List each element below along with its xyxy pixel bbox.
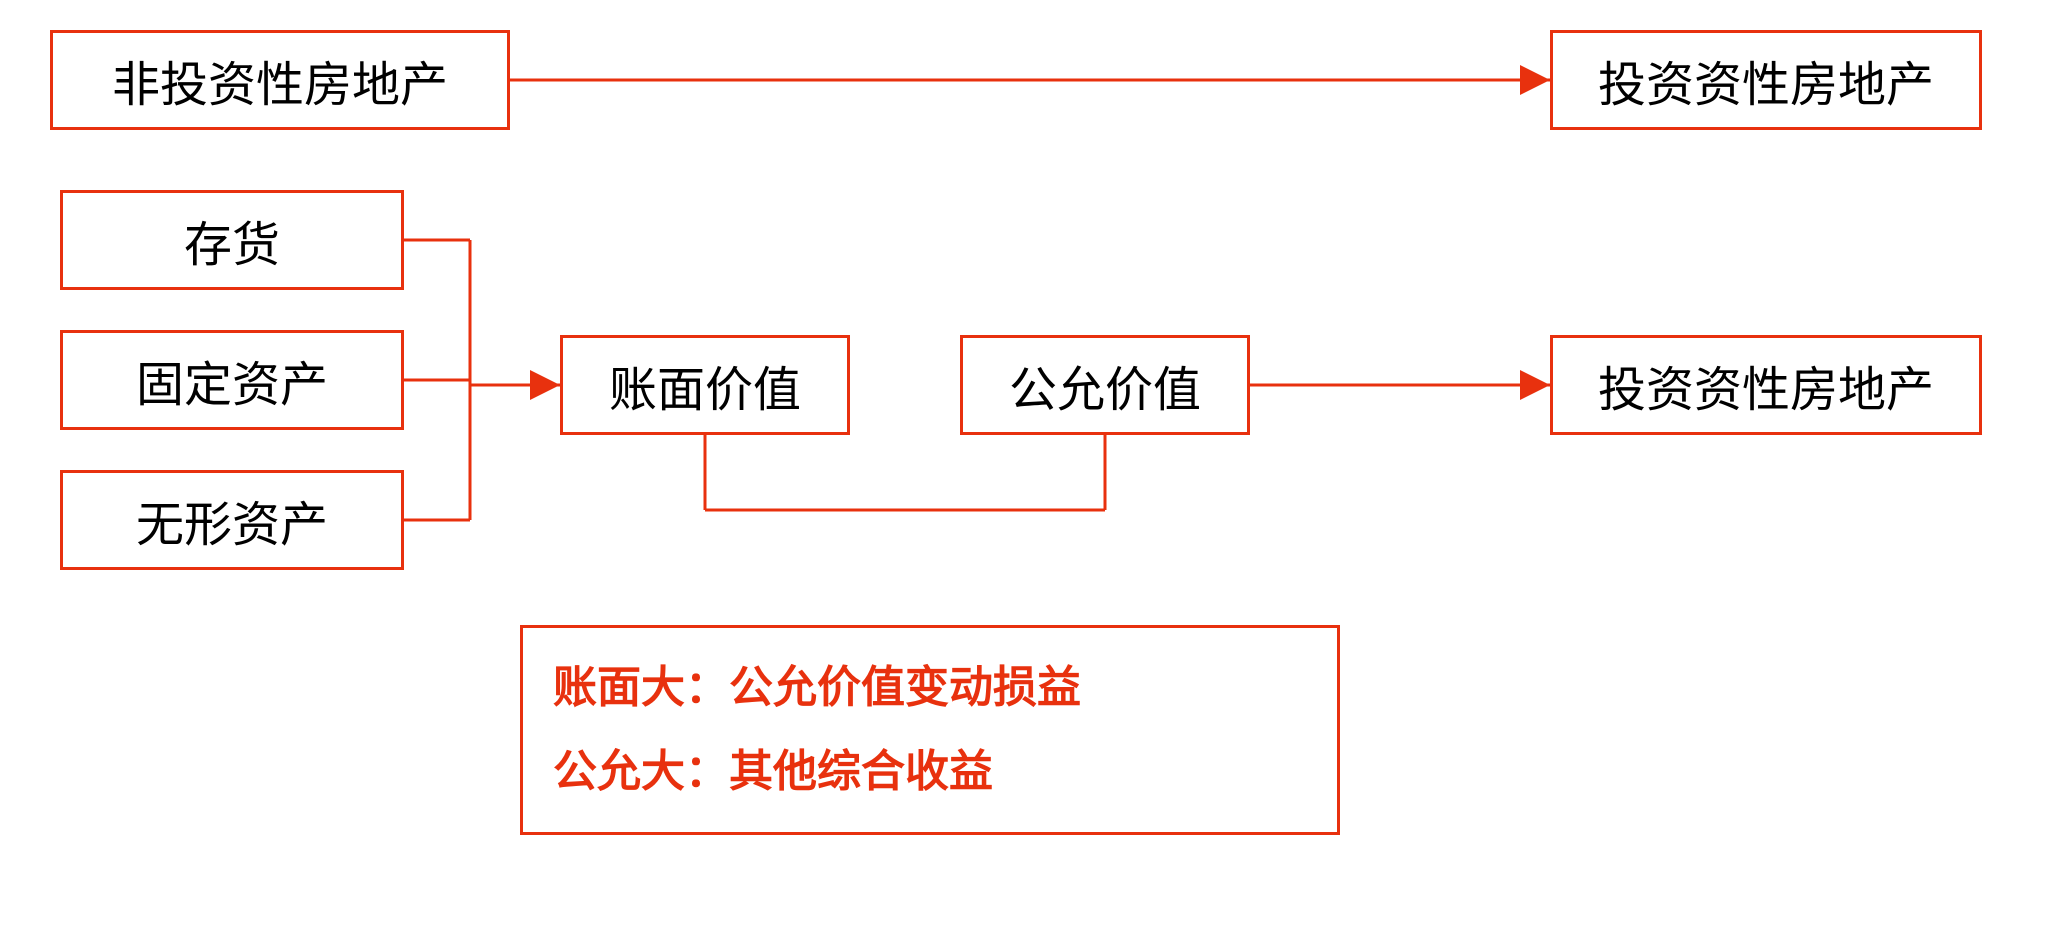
node-label: 无形资产	[136, 485, 328, 555]
node-book-value: 账面价值	[560, 335, 850, 435]
node-label: 存货	[184, 205, 280, 275]
note-line-1: 账面大：公允价值变动损益	[553, 646, 1081, 730]
node-label: 账面价值	[609, 350, 801, 420]
node-label: 非投资性房地产	[112, 45, 448, 115]
node-label: 投资资性房地产	[1598, 350, 1934, 420]
node-label: 投资资性房地产	[1598, 45, 1934, 115]
node-inventory: 存货	[60, 190, 404, 290]
note-rules-box: 账面大：公允价值变动损益 公允大：其他综合收益	[520, 625, 1340, 835]
node-intangible-assets: 无形资产	[60, 470, 404, 570]
node-investment-real-estate-top: 投资资性房地产	[1550, 30, 1982, 130]
node-label: 公允价值	[1009, 350, 1201, 420]
note-line-2: 公允大：其他综合收益	[553, 730, 993, 814]
node-non-investment-real-estate: 非投资性房地产	[50, 30, 510, 130]
node-fair-value: 公允价值	[960, 335, 1250, 435]
node-fixed-assets: 固定资产	[60, 330, 404, 430]
node-label: 固定资产	[136, 345, 328, 415]
node-investment-real-estate-mid: 投资资性房地产	[1550, 335, 1982, 435]
